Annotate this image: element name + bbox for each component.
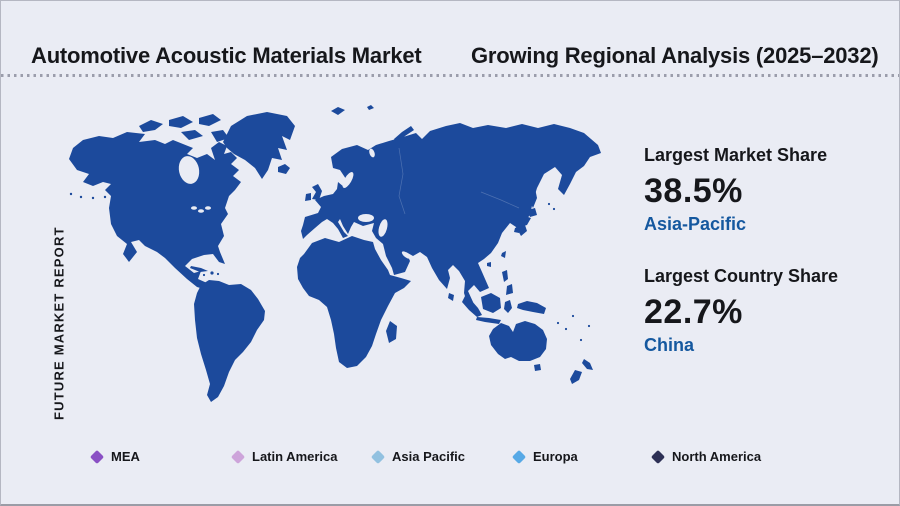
landmass-hainan: [487, 262, 491, 267]
stat-largest-country-share: Largest Country Share 22.7% China: [644, 266, 894, 356]
landmass-sri-lanka: [448, 293, 454, 301]
black-sea: [358, 214, 374, 222]
great-lake-3: [205, 206, 211, 210]
island-hispaniola: [210, 271, 214, 275]
subtitle-regional-analysis: Growing Regional Analysis (2025–2032): [471, 43, 879, 68]
legend-label: Europa: [533, 449, 578, 464]
legend-diamond-icon: [650, 449, 666, 464]
legend-label: Asia Pacific: [392, 449, 465, 464]
landmass-philippines: [502, 270, 513, 295]
legend-item-asia-pacific: Asia Pacific: [370, 449, 465, 464]
landmass-ireland: [305, 193, 311, 201]
landmass-tasmania: [534, 364, 541, 371]
country-borders: [398, 147, 520, 215]
landmass-new-guinea: [517, 301, 546, 314]
island-pacific-1: [556, 321, 560, 325]
border-ural-line: [398, 147, 406, 215]
legend-item-mea: MEA: [89, 449, 140, 464]
landmass-iceland: [278, 164, 290, 174]
landmass-japan: [514, 208, 537, 233]
island-pacific-4: [579, 338, 583, 342]
stat-value: 38.5%: [644, 172, 743, 210]
stat-label: Largest Country Share: [644, 266, 839, 286]
stat-value: 22.7%: [644, 293, 743, 331]
landmass-australia: [489, 321, 547, 361]
legend-item-europa: Europa: [511, 449, 578, 464]
white-sea: [369, 148, 375, 158]
island-aleutian-1: [69, 192, 73, 196]
landmass-svalbard: [331, 105, 374, 115]
legend-diamond-icon: [511, 449, 527, 464]
landmass-taiwan: [501, 251, 506, 258]
great-lake-2: [198, 209, 204, 213]
legend-diamond-icon: [89, 449, 105, 464]
world-map-svg: [69, 105, 601, 402]
landmass-sulawesi: [504, 300, 512, 313]
landmass-africa: [297, 236, 411, 368]
persian-gulf: [401, 251, 411, 259]
island-aleutian-2: [79, 195, 83, 199]
stat-label: Largest Market Share: [644, 145, 828, 165]
legend-diamond-icon: [230, 449, 246, 464]
page-title: Automotive Acoustic Materials Market: [31, 43, 422, 68]
stat-region: Asia-Pacific: [644, 214, 747, 234]
landmass-greenland: [223, 112, 295, 179]
great-lake-1: [191, 206, 197, 210]
landmass-novaya-zemlya: [394, 126, 414, 144]
inland-seas: [178, 148, 411, 259]
island-aleutian-4: [103, 195, 107, 199]
legend-item-latin-america: Latin America: [230, 449, 338, 464]
stat-largest-market-share: Largest Market Share 38.5% Asia-Pacific: [644, 145, 894, 235]
island-kuril-1: [547, 202, 551, 206]
landmass-south-america: [194, 280, 265, 402]
border-asia-line: [480, 191, 520, 209]
island-pacific-3: [571, 314, 575, 318]
legend-label: North America: [672, 449, 762, 464]
hudson-bay: [178, 156, 200, 184]
landmass-north-america: [69, 132, 241, 290]
landmass-borneo: [481, 293, 501, 313]
island-kuril-2: [552, 207, 556, 211]
world-map: [61, 96, 621, 436]
legend-label: MEA: [111, 449, 140, 464]
landmass-madagascar: [386, 321, 397, 343]
dotted-divider: [1, 74, 899, 77]
legend-diamond-icon: [370, 449, 386, 464]
island-pacific-5: [587, 324, 591, 328]
baltic-sea: [342, 172, 354, 188]
island-aleutian-3: [91, 196, 95, 200]
landmass-sumatra: [462, 296, 482, 317]
landmass-uk: [312, 184, 322, 200]
caspian-sea: [378, 219, 388, 237]
landmass-java: [476, 317, 501, 324]
stat-region: China: [644, 335, 695, 355]
landmass-cuba: [190, 266, 208, 272]
island-puerto-rico: [216, 272, 220, 276]
island-pacific-2: [564, 327, 568, 331]
landmass-new-zealand: [570, 359, 593, 384]
island-jamaica: [202, 273, 206, 277]
landmass-eurasia: [301, 123, 601, 310]
landmass-arctic-islands: [139, 114, 229, 142]
legend-item-north-america: North America: [650, 449, 762, 464]
landmasses: [69, 105, 601, 402]
legend-label: Latin America: [252, 449, 338, 464]
landmass-sakhalin: [530, 188, 537, 208]
